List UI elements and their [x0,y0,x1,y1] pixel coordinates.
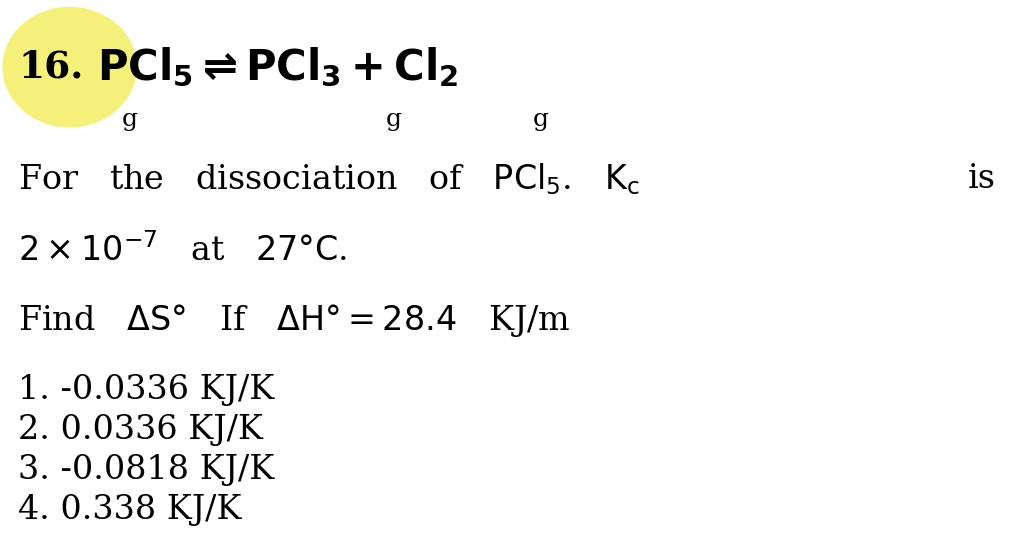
Text: 4. 0.338 KJ/K: 4. 0.338 KJ/K [18,494,242,526]
Text: g: g [122,108,138,131]
Text: 2. 0.0336 KJ/K: 2. 0.0336 KJ/K [18,414,263,446]
Text: 16.: 16. [18,49,84,85]
Text: g: g [386,108,402,131]
Text: $2 \times 10^{-7}$   at   $27°\mathrm{C}$.: $2 \times 10^{-7}$ at $27°\mathrm{C}$. [18,234,348,268]
Text: $\mathbf{PCl_5 \rightleftharpoons PCl_3 + Cl_2}$: $\mathbf{PCl_5 \rightleftharpoons PCl_3 … [97,46,459,89]
Text: Find   $\Delta \mathrm{S}°$   If   $\Delta \mathrm{H}° = 28.4$   KJ/m: Find $\Delta \mathrm{S}°$ If $\Delta \ma… [18,302,570,339]
Text: g: g [532,108,549,131]
Text: 3. -0.0818 KJ/K: 3. -0.0818 KJ/K [18,454,274,486]
Text: 1. -0.0336 KJ/K: 1. -0.0336 KJ/K [18,374,274,407]
Text: For   the   dissociation   of   $\mathrm{PCl_5}$.   $\mathrm{K_c}$: For the dissociation of $\mathrm{PCl_5}$… [18,161,640,197]
Text: is: is [968,163,995,195]
Ellipse shape [3,8,136,127]
